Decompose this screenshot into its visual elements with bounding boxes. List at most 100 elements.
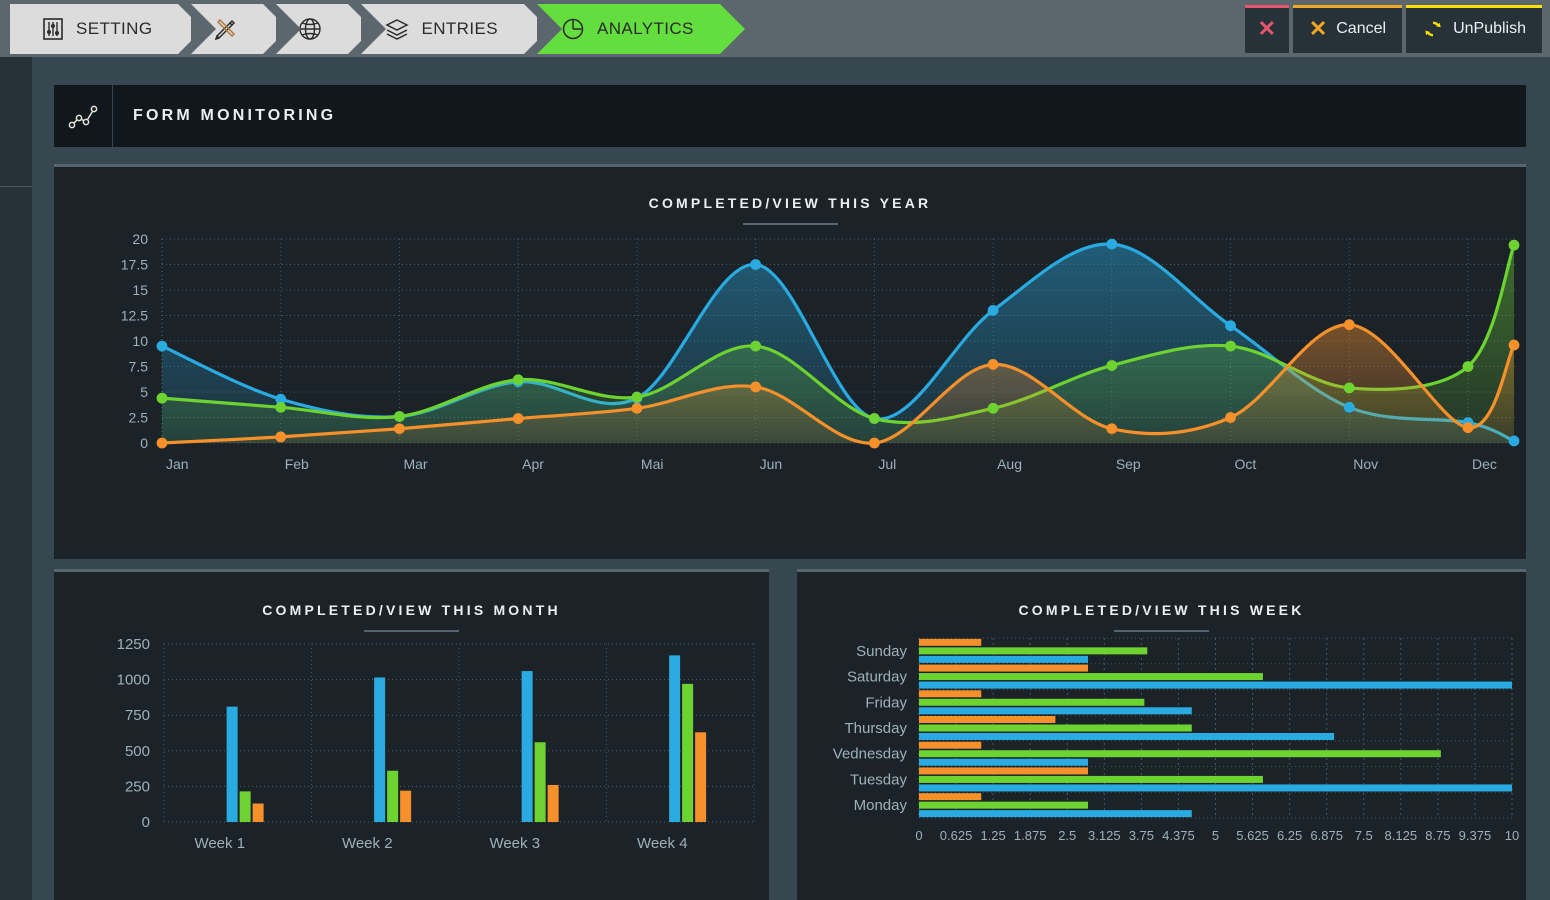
svg-text:Sunday: Sunday xyxy=(856,643,907,660)
svg-text:0: 0 xyxy=(915,828,922,843)
cancel-button[interactable]: ✕ Cancel xyxy=(1292,5,1403,53)
svg-text:Week 1: Week 1 xyxy=(194,835,245,852)
svg-text:0: 0 xyxy=(140,435,148,451)
page-title-text: FORM MONITORING xyxy=(133,107,337,124)
chart-month-title-rule xyxy=(364,630,459,632)
chart-month-title: COMPLETED/VIEW THIS MONTH xyxy=(262,602,561,618)
left-rail-divider xyxy=(0,186,32,187)
svg-text:1.875: 1.875 xyxy=(1014,828,1047,843)
svg-text:8.75: 8.75 xyxy=(1425,828,1450,843)
svg-text:Week 2: Week 2 xyxy=(342,835,393,852)
cancel-accent-bar xyxy=(1292,5,1403,8)
svg-text:Nov: Nov xyxy=(1353,456,1378,472)
chart-year-title: COMPLETED/VIEW THIS YEAR xyxy=(648,195,932,211)
svg-text:Apr: Apr xyxy=(522,456,544,472)
svg-text:500: 500 xyxy=(125,743,150,760)
svg-text:7.5: 7.5 xyxy=(129,359,149,375)
svg-text:Aug: Aug xyxy=(997,456,1022,472)
svg-text:20: 20 xyxy=(132,231,148,247)
close-button[interactable]: ✕ xyxy=(1244,5,1289,53)
chart-week-title-rule xyxy=(1114,630,1209,632)
unpublish-button-label: UnPublish xyxy=(1453,20,1526,37)
page-content: FORM MONITORING COMPLETED/VIEW THIS YEAR… xyxy=(32,57,1550,900)
chart-card-year: COMPLETED/VIEW THIS YEAR 0 2.5 5 7.5 10 12.5 1… xyxy=(54,164,1526,559)
chart-week-plot: 0 0.625 1.25 1.875 2.5 3.125 3.75 4.375 5 5.625 6.… xyxy=(833,637,1519,843)
svg-text:Dec: Dec xyxy=(1472,456,1497,472)
breadcrumb: SETTING xyxy=(10,4,745,54)
svg-text:Mai: Mai xyxy=(641,456,664,472)
globe-icon xyxy=(296,15,324,43)
chart-card-month: COMPLETED/VIEW THIS MONTH 0 250 500 750 1000… xyxy=(54,569,769,900)
refresh-icon xyxy=(1422,18,1444,40)
svg-text:Jul: Jul xyxy=(878,456,896,472)
svg-text:2.5: 2.5 xyxy=(129,410,149,426)
svg-text:12.5: 12.5 xyxy=(121,308,148,324)
svg-text:Jan: Jan xyxy=(166,456,189,472)
unpublish-accent-bar xyxy=(1406,5,1542,8)
cancel-x-icon: ✕ xyxy=(1308,16,1328,41)
svg-text:8.125: 8.125 xyxy=(1385,828,1418,843)
svg-text:Saturday: Saturday xyxy=(847,669,908,686)
page-title: FORM MONITORING xyxy=(54,85,1526,147)
chart-week-header: COMPLETED/VIEW THIS WEEK xyxy=(797,572,1526,632)
svg-text:6.875: 6.875 xyxy=(1310,828,1343,843)
svg-text:6.25: 6.25 xyxy=(1277,828,1302,843)
svg-text:2.5: 2.5 xyxy=(1058,828,1076,843)
svg-text:10: 10 xyxy=(132,333,148,349)
svg-text:1000: 1000 xyxy=(117,672,150,689)
svg-text:Feb: Feb xyxy=(285,456,309,472)
chart-month-plot: 0 250 500 750 1000 1250 Week 1 Week 2 Week 3 Week… xyxy=(117,636,755,852)
svg-text:Mar: Mar xyxy=(403,456,427,472)
svg-text:7.5: 7.5 xyxy=(1355,828,1373,843)
svg-text:5: 5 xyxy=(140,384,148,400)
svg-text:Monday: Monday xyxy=(854,797,908,814)
chart-year-header: COMPLETED/VIEW THIS YEAR xyxy=(54,167,1526,225)
svg-text:3.75: 3.75 xyxy=(1129,828,1154,843)
svg-text:Vednesday: Vednesday xyxy=(833,746,908,763)
svg-text:Thursday: Thursday xyxy=(844,720,907,737)
svg-text:750: 750 xyxy=(125,707,150,724)
chart-card-week: COMPLETED/VIEW THIS WEEK 0 0.625 1.25 1.875… xyxy=(797,569,1526,900)
svg-text:Week 4: Week 4 xyxy=(637,835,688,852)
svg-text:Friday: Friday xyxy=(865,694,907,711)
crumb-setting-label: SETTING xyxy=(76,19,153,38)
unpublish-button[interactable]: UnPublish xyxy=(1406,5,1542,53)
crumb-analytics-label: ANALYTICS xyxy=(596,19,694,38)
svg-text:5.625: 5.625 xyxy=(1236,828,1269,843)
window-actions: ✕ ✕ Cancel UnPublish xyxy=(1244,5,1542,53)
svg-text:0: 0 xyxy=(142,814,150,831)
svg-text:Sep: Sep xyxy=(1116,456,1141,472)
pie-chart-icon xyxy=(559,15,587,43)
design-pencil-ruler-icon xyxy=(211,15,239,43)
layers-icon xyxy=(383,15,411,43)
chart-year-plot: 0 2.5 5 7.5 10 12.5 15 17.5 20 Jan Feb Mar Apr Mai Jun… xyxy=(121,231,1520,472)
line-chart-icon xyxy=(54,85,113,147)
close-x-icon: ✕ xyxy=(1257,16,1277,41)
svg-text:4.375: 4.375 xyxy=(1162,828,1195,843)
svg-text:0.625: 0.625 xyxy=(940,828,973,843)
svg-text:1250: 1250 xyxy=(117,636,150,653)
svg-text:Week 3: Week 3 xyxy=(489,835,540,852)
svg-text:9.375: 9.375 xyxy=(1459,828,1492,843)
crumb-setting[interactable]: SETTING xyxy=(10,4,205,54)
top-navigation-bar: SETTING xyxy=(0,0,1550,57)
svg-text:250: 250 xyxy=(125,778,150,795)
svg-text:Tuesday: Tuesday xyxy=(850,771,907,788)
crumb-web[interactable] xyxy=(276,4,374,54)
crumb-entries[interactable]: ENTRIES xyxy=(361,4,550,54)
close-accent-bar xyxy=(1244,5,1289,8)
svg-text:Jun: Jun xyxy=(760,456,783,472)
sliders-icon xyxy=(40,16,66,42)
svg-text:15: 15 xyxy=(132,282,148,298)
svg-text:Oct: Oct xyxy=(1235,456,1257,472)
crumb-analytics[interactable]: ANALYTICS xyxy=(536,4,745,54)
chart-year-title-rule xyxy=(742,223,838,225)
svg-text:10: 10 xyxy=(1505,828,1519,843)
chart-month-header: COMPLETED/VIEW THIS MONTH xyxy=(54,572,769,632)
cancel-button-label: Cancel xyxy=(1336,20,1387,37)
left-rail xyxy=(0,57,32,900)
svg-text:5: 5 xyxy=(1212,828,1219,843)
svg-text:3.125: 3.125 xyxy=(1088,828,1121,843)
crumb-design[interactable] xyxy=(191,4,289,54)
crumb-entries-label: ENTRIES xyxy=(421,19,498,38)
